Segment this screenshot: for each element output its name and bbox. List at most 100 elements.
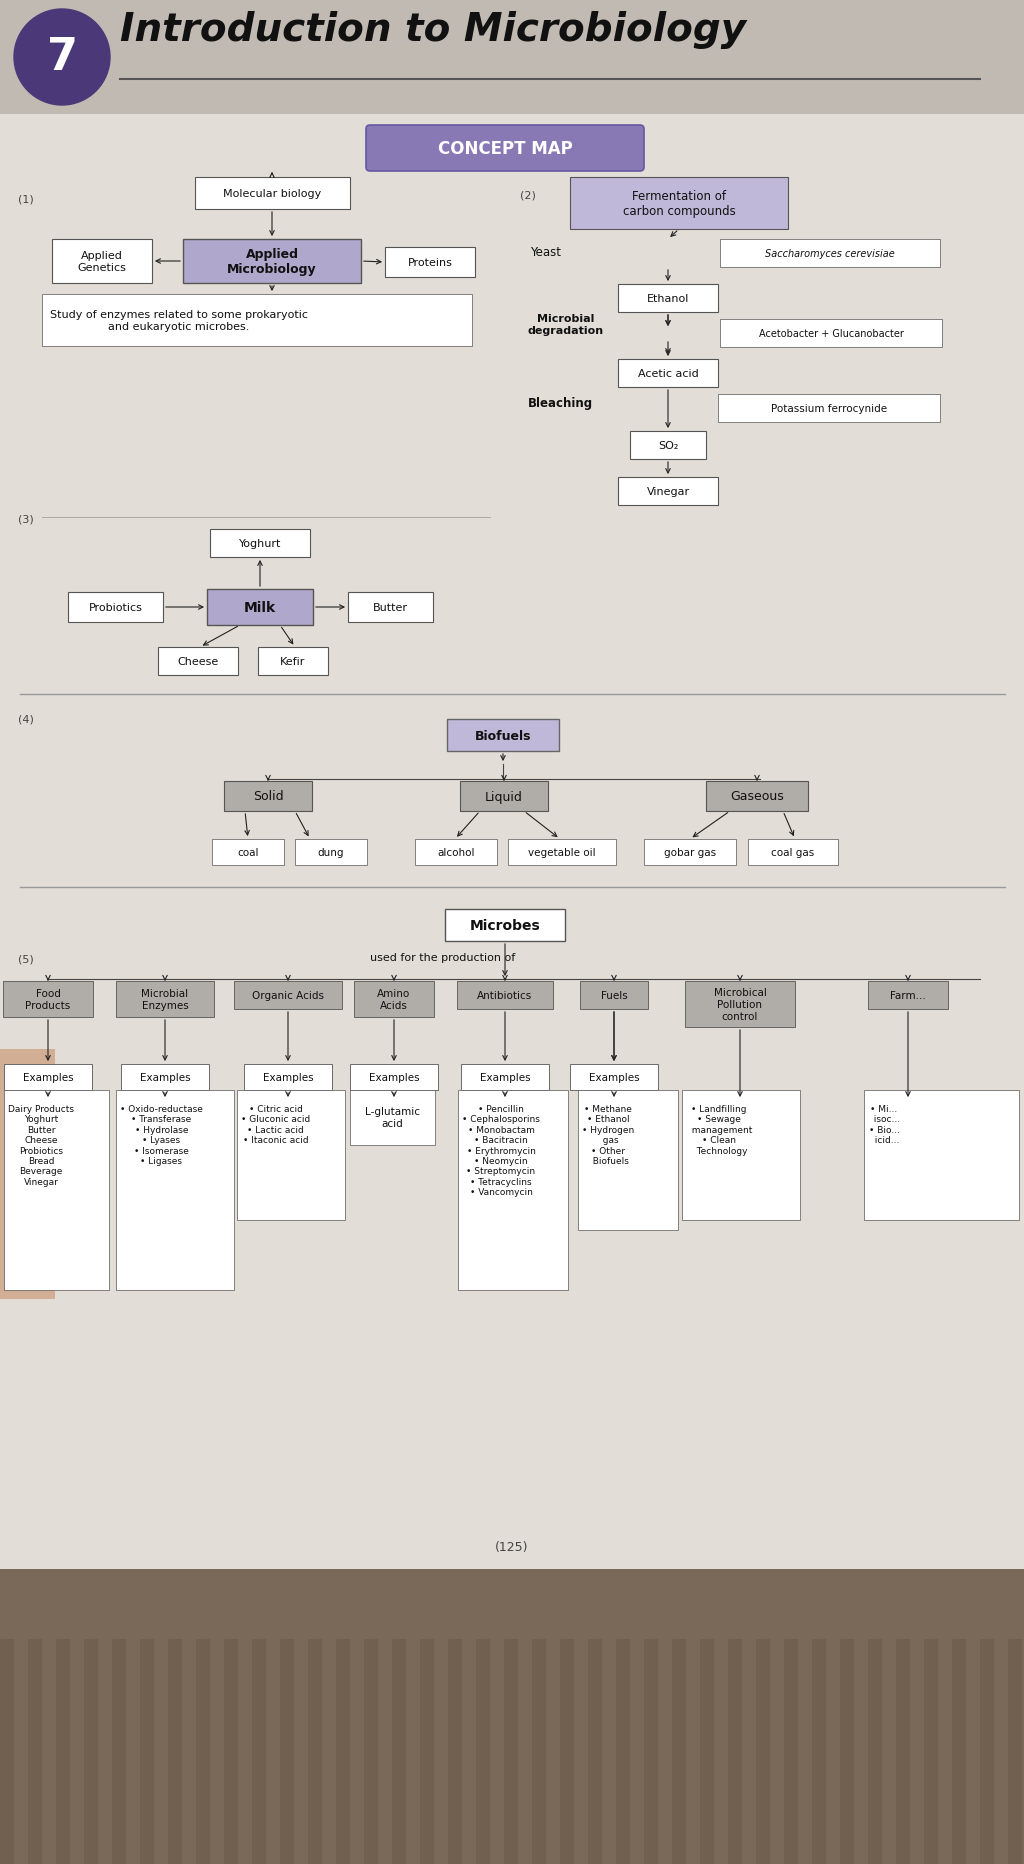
Text: 7: 7 bbox=[46, 37, 78, 80]
Bar bbox=[3, 982, 93, 1018]
Bar bbox=[385, 248, 475, 278]
Text: Fermentation of
carbon compounds: Fermentation of carbon compounds bbox=[623, 190, 735, 218]
Bar bbox=[0, 1638, 14, 1864]
Bar bbox=[116, 1090, 234, 1290]
Bar bbox=[354, 982, 434, 1018]
Text: Organic Acids: Organic Acids bbox=[252, 990, 324, 1001]
Bar bbox=[460, 781, 548, 811]
Bar bbox=[720, 240, 940, 268]
Text: Microbes: Microbes bbox=[470, 919, 541, 932]
Bar bbox=[728, 1638, 742, 1864]
Text: Acetobacter + Glucanobacter: Acetobacter + Glucanobacter bbox=[759, 328, 903, 339]
Bar bbox=[210, 529, 310, 557]
Bar bbox=[237, 1090, 345, 1221]
Text: L-glutamic
acid: L-glutamic acid bbox=[365, 1107, 420, 1128]
Bar bbox=[68, 593, 163, 623]
Text: (1): (1) bbox=[18, 196, 34, 205]
Bar bbox=[700, 1638, 714, 1864]
Bar bbox=[616, 1638, 630, 1864]
Bar bbox=[195, 177, 350, 211]
Bar bbox=[52, 240, 152, 283]
Bar bbox=[244, 1064, 332, 1090]
Text: Antibiotics: Antibiotics bbox=[477, 990, 532, 1001]
Text: Liquid: Liquid bbox=[485, 790, 523, 803]
Text: Examples: Examples bbox=[479, 1072, 530, 1083]
Bar bbox=[392, 1638, 406, 1864]
Text: • Landfilling
• Sewage
  management
• Clean
  Technology: • Landfilling • Sewage management • Clea… bbox=[686, 1103, 753, 1156]
Text: Examples: Examples bbox=[23, 1072, 74, 1083]
Bar bbox=[308, 1638, 322, 1864]
Text: • Methane
• Ethanol
• Hydrogen
  gas
• Other
  Biofuels: • Methane • Ethanol • Hydrogen gas • Oth… bbox=[582, 1103, 634, 1165]
Text: Microbial
Enzymes: Microbial Enzymes bbox=[141, 988, 188, 1010]
Text: Acetic acid: Acetic acid bbox=[638, 369, 698, 378]
Text: Microbical
Pollution
control: Microbical Pollution control bbox=[714, 988, 766, 1021]
Text: Vinegar: Vinegar bbox=[646, 487, 689, 496]
Bar bbox=[4, 1090, 109, 1290]
Text: used for the production of: used for the production of bbox=[370, 953, 515, 962]
Bar bbox=[449, 1638, 462, 1864]
Bar bbox=[0, 116, 1024, 1665]
Bar bbox=[295, 839, 367, 865]
Bar bbox=[706, 781, 808, 811]
Bar bbox=[112, 1638, 126, 1864]
Bar bbox=[224, 1638, 238, 1864]
Bar bbox=[924, 1638, 938, 1864]
Text: coal: coal bbox=[238, 848, 259, 857]
Bar bbox=[84, 1638, 98, 1864]
Text: Molecular biology: Molecular biology bbox=[223, 188, 322, 199]
Bar bbox=[618, 285, 718, 313]
Bar bbox=[672, 1638, 686, 1864]
Bar bbox=[415, 839, 497, 865]
Bar bbox=[952, 1638, 966, 1864]
Bar bbox=[4, 1064, 92, 1090]
Bar bbox=[457, 982, 553, 1010]
Text: • Oxido-reductase
• Transferase
• Hydrolase
• Lyases
• Isomerase
• Ligases: • Oxido-reductase • Transferase • Hydrol… bbox=[120, 1103, 203, 1165]
Text: vegetable oil: vegetable oil bbox=[528, 848, 596, 857]
Text: Examples: Examples bbox=[139, 1072, 190, 1083]
Bar bbox=[980, 1638, 994, 1864]
Text: Proteins: Proteins bbox=[408, 257, 453, 268]
Text: Food
Products: Food Products bbox=[26, 988, 71, 1010]
Bar bbox=[588, 1638, 602, 1864]
Bar bbox=[812, 1638, 826, 1864]
Bar bbox=[140, 1638, 154, 1864]
Bar bbox=[461, 1064, 549, 1090]
Text: Solid: Solid bbox=[253, 790, 284, 803]
Bar bbox=[364, 1638, 378, 1864]
Text: Cheese: Cheese bbox=[177, 656, 219, 667]
Text: Examples: Examples bbox=[263, 1072, 313, 1083]
Text: • Pencillin
• Cephalosporins
• Monobactam
• Bacitracin
• Erythromycin
• Neomycin: • Pencillin • Cephalosporins • Monobacta… bbox=[462, 1103, 540, 1197]
Bar bbox=[252, 1638, 266, 1864]
Bar bbox=[682, 1090, 800, 1221]
Bar bbox=[336, 1638, 350, 1864]
Bar bbox=[116, 982, 214, 1018]
Bar bbox=[578, 1090, 678, 1230]
Bar bbox=[458, 1090, 568, 1290]
Bar bbox=[508, 839, 616, 865]
Bar bbox=[644, 1638, 658, 1864]
Text: CONCEPT MAP: CONCEPT MAP bbox=[437, 140, 572, 158]
Bar bbox=[504, 1638, 518, 1864]
Text: dung: dung bbox=[317, 848, 344, 857]
Text: Probiotics: Probiotics bbox=[88, 602, 142, 613]
Text: Potassium ferrocynide: Potassium ferrocynide bbox=[771, 404, 887, 414]
Bar bbox=[748, 839, 838, 865]
Bar bbox=[350, 1064, 438, 1090]
Bar bbox=[234, 982, 342, 1010]
Bar bbox=[224, 781, 312, 811]
Text: gobar gas: gobar gas bbox=[664, 848, 716, 857]
Bar bbox=[618, 477, 718, 505]
Bar bbox=[718, 395, 940, 423]
Text: (4): (4) bbox=[18, 714, 34, 725]
Bar bbox=[630, 432, 706, 460]
Bar bbox=[258, 647, 328, 675]
Text: Examples: Examples bbox=[369, 1072, 419, 1083]
Text: (2): (2) bbox=[520, 190, 536, 199]
Bar bbox=[207, 589, 313, 626]
Bar bbox=[447, 720, 559, 751]
Text: Introduction to Microbiology: Introduction to Microbiology bbox=[120, 11, 746, 48]
Bar bbox=[212, 839, 284, 865]
Text: Biofuels: Biofuels bbox=[475, 729, 531, 742]
Text: (125): (125) bbox=[496, 1542, 528, 1555]
Bar bbox=[348, 593, 433, 623]
